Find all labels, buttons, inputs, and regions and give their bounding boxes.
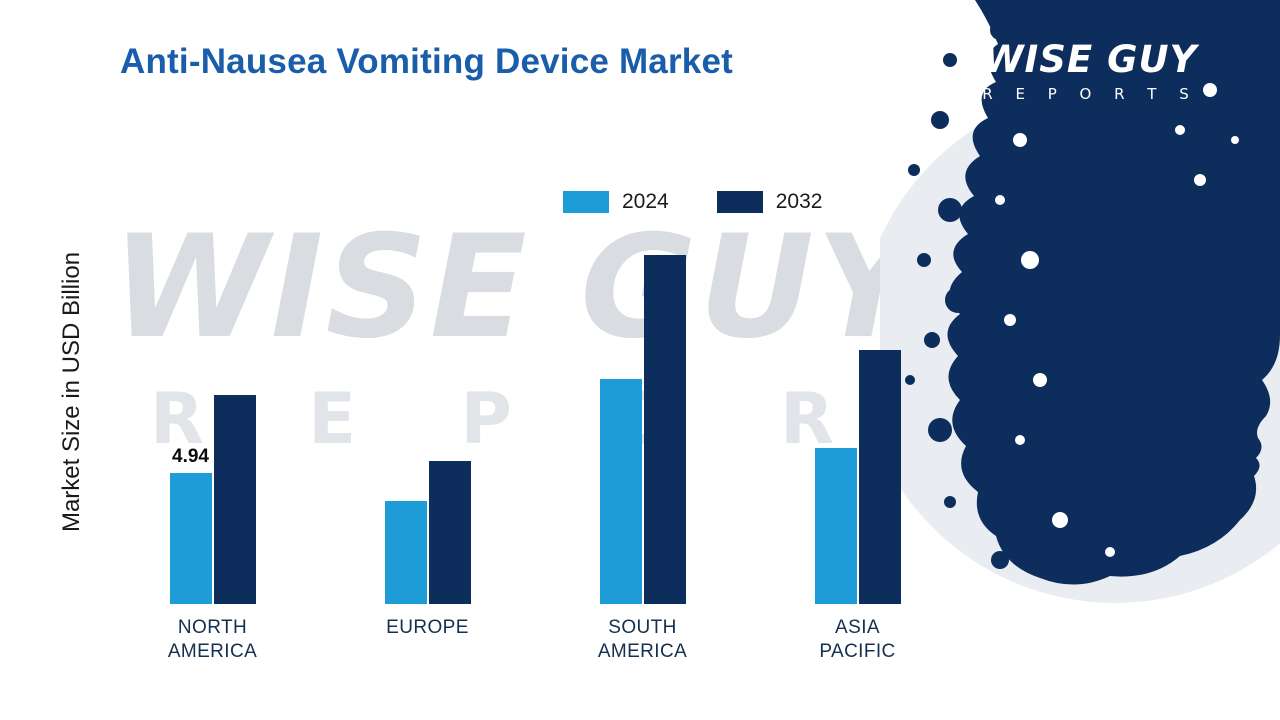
bar-group-south-america: SOUTH AMERICA xyxy=(598,234,687,662)
category-label: EUROPE xyxy=(386,617,469,638)
wiseguy-logo: WISE GUY R E P O R T S xyxy=(975,38,1205,103)
bar-pair xyxy=(814,350,901,604)
category-label: NORTH AMERICA xyxy=(167,617,258,662)
bar-wrap xyxy=(858,350,901,604)
bar-2032-europe xyxy=(428,461,471,604)
bar-value-label: 4.94 xyxy=(172,446,209,467)
bar-chart-plot: 4.94 NORTH AMERICA EUROPE SOUTH AMERICA ASIA… xyxy=(105,234,965,662)
bar-2024-south-america xyxy=(599,379,642,604)
bar-2032-south-america xyxy=(643,255,686,604)
logo-wiseguy-text: WISE GUY xyxy=(982,38,1198,81)
legend-label-2024: 2024 xyxy=(622,190,669,213)
legend-swatch-2032 xyxy=(716,191,763,213)
legend-item-2024: 2024 xyxy=(563,190,669,214)
bar-wrap xyxy=(814,448,857,604)
bar-wrap xyxy=(428,461,471,604)
category-label: SOUTH AMERICA xyxy=(597,617,688,662)
bar-wrap xyxy=(213,395,256,604)
category-label: ASIA PACIFIC xyxy=(819,617,896,662)
bar-2024-north-america xyxy=(169,473,212,604)
legend-label-2032: 2032 xyxy=(775,190,823,213)
bar-wrap xyxy=(599,379,642,604)
legend-swatch-2024 xyxy=(563,191,609,213)
legend-item-2032: 2032 xyxy=(716,190,823,214)
bar-pair xyxy=(599,255,686,604)
bar-wrap: 4.94 xyxy=(169,446,212,604)
bar-group-europe: EUROPE xyxy=(384,234,471,638)
bar-wrap xyxy=(643,255,686,604)
bar-2032-north-america xyxy=(213,395,256,604)
bar-pair: 4.94 xyxy=(169,395,256,604)
bar-group-north-america: 4.94 NORTH AMERICA xyxy=(168,234,257,662)
bar-pair xyxy=(384,461,471,604)
y-axis-label: Market Size in USD Billion xyxy=(58,251,85,533)
wiseguy-head-graphic xyxy=(880,0,1280,603)
bar-2032-asia-pacific xyxy=(858,350,901,604)
logo-reports-text: R E P O R T S xyxy=(982,85,1198,103)
page-title: Anti-Nausea Vomiting Device Market xyxy=(120,42,733,81)
chart-legend: 2024 2032 xyxy=(563,190,822,214)
bar-wrap xyxy=(384,501,427,604)
bar-2024-europe xyxy=(384,501,427,604)
bar-2024-asia-pacific xyxy=(814,448,857,604)
bar-group-asia-pacific: ASIA PACIFIC xyxy=(814,234,901,662)
